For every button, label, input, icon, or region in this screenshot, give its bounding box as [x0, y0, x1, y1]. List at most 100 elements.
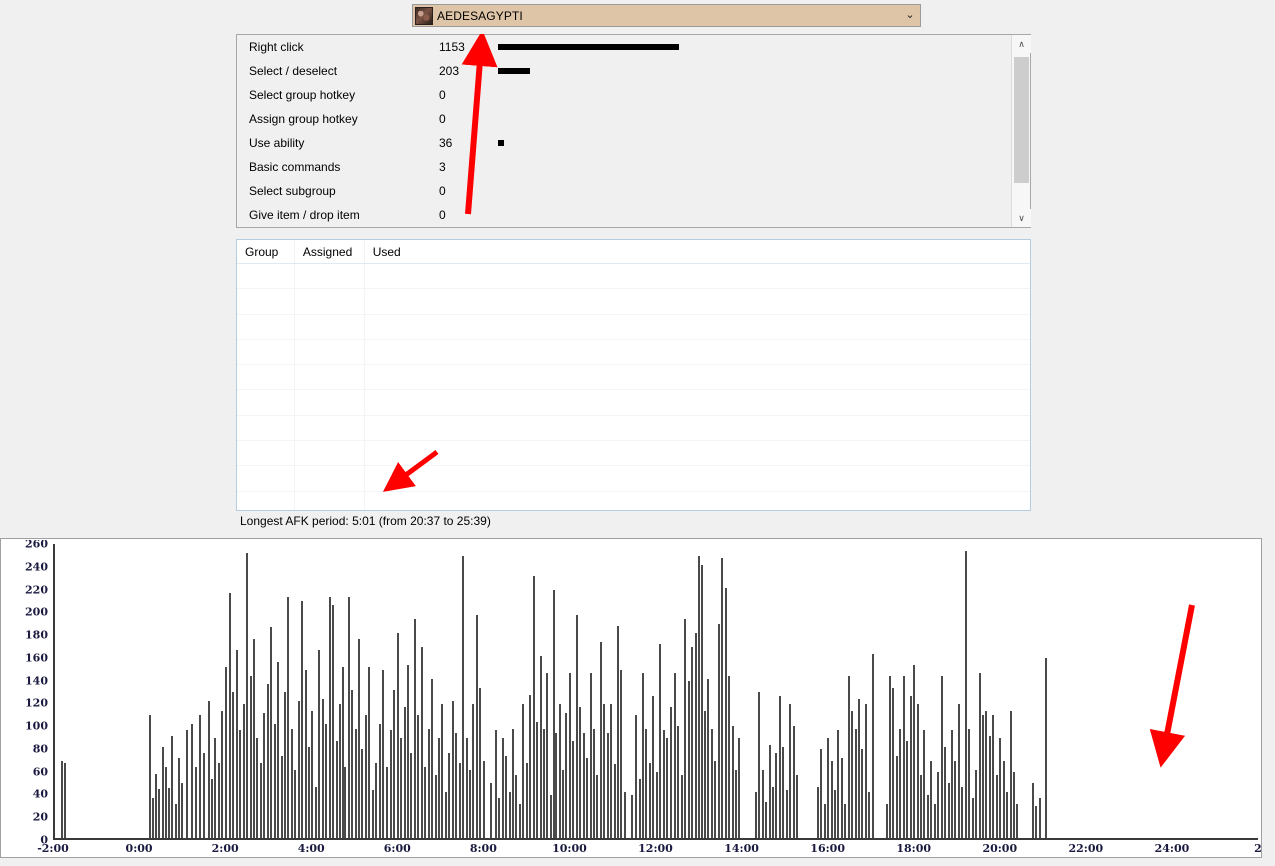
stat-row[interactable]: Assign group hotkey 0: [237, 107, 1011, 131]
histogram-bar: [239, 729, 242, 838]
histogram-bar: [1006, 792, 1009, 838]
table-column-header[interactable]: Group: [237, 240, 295, 263]
table-cell: [295, 264, 365, 289]
histogram-bar: [785, 790, 788, 838]
histogram-bar: [224, 667, 227, 838]
chevron-down-icon[interactable]: ⌄: [905, 9, 915, 21]
histogram-bar: [242, 703, 245, 838]
table-cell: [295, 441, 365, 466]
histogram-bar: [992, 715, 995, 838]
table-row[interactable]: [237, 264, 1030, 290]
histogram-bar: [479, 687, 482, 838]
group-hotkey-table[interactable]: Group Assigned Used: [236, 239, 1031, 511]
histogram-bar: [603, 703, 606, 838]
histogram-bar: [645, 728, 648, 838]
histogram-bar: [666, 737, 669, 838]
histogram-bar: [707, 678, 710, 838]
stat-label: Right click: [249, 40, 304, 54]
histogram-bar: [954, 760, 957, 838]
scroll-down-icon[interactable]: ∨: [1012, 209, 1031, 227]
histogram-bar: [703, 710, 706, 838]
histogram-bar: [684, 619, 687, 838]
stat-label: Select / deselect: [249, 64, 338, 78]
table-row[interactable]: [237, 491, 1030, 510]
apm-histogram-panel: 0 20 40 60 80 100 120 140 160 180 200 220 240 260 -2:…: [0, 538, 1262, 858]
stat-row[interactable]: Select group hotkey 0: [237, 83, 1011, 107]
histogram-bar: [186, 729, 189, 838]
histogram-bar: [840, 758, 843, 838]
histogram-bar: [489, 783, 492, 838]
stat-row[interactable]: Right click 1153: [237, 35, 1011, 59]
histogram-bar: [543, 728, 546, 838]
table-column-header[interactable]: Used: [372, 244, 401, 259]
y-axis-tick-label: 160: [25, 651, 48, 665]
histogram-bar: [620, 669, 623, 838]
stat-value: 0: [439, 184, 446, 198]
table-cell: [237, 466, 295, 491]
histogram-bar: [589, 672, 592, 838]
histogram-bar: [482, 760, 485, 838]
histogram-bar: [586, 758, 589, 838]
histogram-bar: [789, 703, 792, 838]
histogram-bar: [895, 756, 898, 838]
histogram-bar: [944, 746, 947, 838]
histogram-bar: [937, 771, 940, 838]
histogram-bar: [981, 715, 984, 838]
table-cell: [365, 492, 1030, 510]
table-cell: [365, 441, 1030, 465]
table-body: [237, 264, 1030, 510]
histogram-bar: [546, 672, 549, 838]
table-cell: [365, 466, 1030, 490]
scroll-up-icon[interactable]: ∧: [1012, 35, 1031, 53]
histogram-bar: [368, 667, 371, 838]
table-column-header[interactable]: Assigned: [295, 240, 365, 263]
histogram-bar: [444, 792, 447, 838]
x-axis-tick-label: 2: [1254, 842, 1261, 855]
histogram-bar: [820, 749, 823, 838]
histogram-bar: [427, 728, 430, 838]
stats-scrollbar[interactable]: ∧ ∨: [1011, 35, 1031, 227]
histogram-bar: [717, 623, 720, 838]
stat-label: Select group hotkey: [249, 88, 356, 102]
histogram-bar: [913, 664, 916, 838]
histogram-bar: [1012, 771, 1015, 838]
stat-row[interactable]: Basic commands 3: [237, 155, 1011, 179]
histogram-bar: [575, 614, 578, 838]
table-row[interactable]: [237, 415, 1030, 442]
histogram-bar: [700, 564, 703, 838]
x-axis-tick-label: -2:00: [37, 842, 69, 855]
table-row[interactable]: [237, 466, 1030, 492]
histogram-bar: [606, 733, 609, 838]
table-cell: [365, 264, 1030, 288]
player-select-combobox[interactable]: AEDESAGYPTI ⌄: [412, 4, 921, 27]
histogram-bar: [469, 769, 471, 838]
table-row[interactable]: [237, 390, 1030, 416]
table-row[interactable]: [237, 441, 1030, 467]
histogram-bar: [420, 646, 423, 838]
histogram-bar: [246, 553, 249, 838]
y-axis-tick-label: 260: [25, 540, 48, 551]
x-axis-tick-label: 14:00: [724, 842, 759, 855]
player-portrait-icon: [415, 6, 433, 25]
stat-row[interactable]: Use ability 36: [237, 131, 1011, 155]
histogram-bar: [434, 775, 437, 838]
stat-row[interactable]: Select / deselect 203: [237, 59, 1011, 83]
table-row[interactable]: [237, 289, 1030, 315]
histogram-bar: [868, 792, 871, 838]
y-axis-tick-label: 40: [32, 787, 48, 801]
stat-row[interactable]: Select subgroup 0: [237, 179, 1011, 203]
stat-magnitude-bar: [498, 140, 504, 146]
histogram-bar: [342, 667, 345, 838]
histogram-bar: [968, 728, 971, 838]
table-cell: [295, 491, 365, 510]
histogram-bar: [410, 752, 413, 838]
scrollbar-thumb[interactable]: [1014, 57, 1029, 183]
table-row[interactable]: [237, 314, 1030, 340]
table-row[interactable]: [237, 339, 1030, 366]
histogram-bar: [909, 695, 912, 838]
histogram-bar: [270, 627, 273, 838]
histogram-bar: [662, 729, 665, 838]
histogram-bar: [318, 650, 321, 838]
table-row[interactable]: [237, 365, 1030, 391]
stat-row[interactable]: Give item / drop item 0: [237, 203, 1011, 227]
